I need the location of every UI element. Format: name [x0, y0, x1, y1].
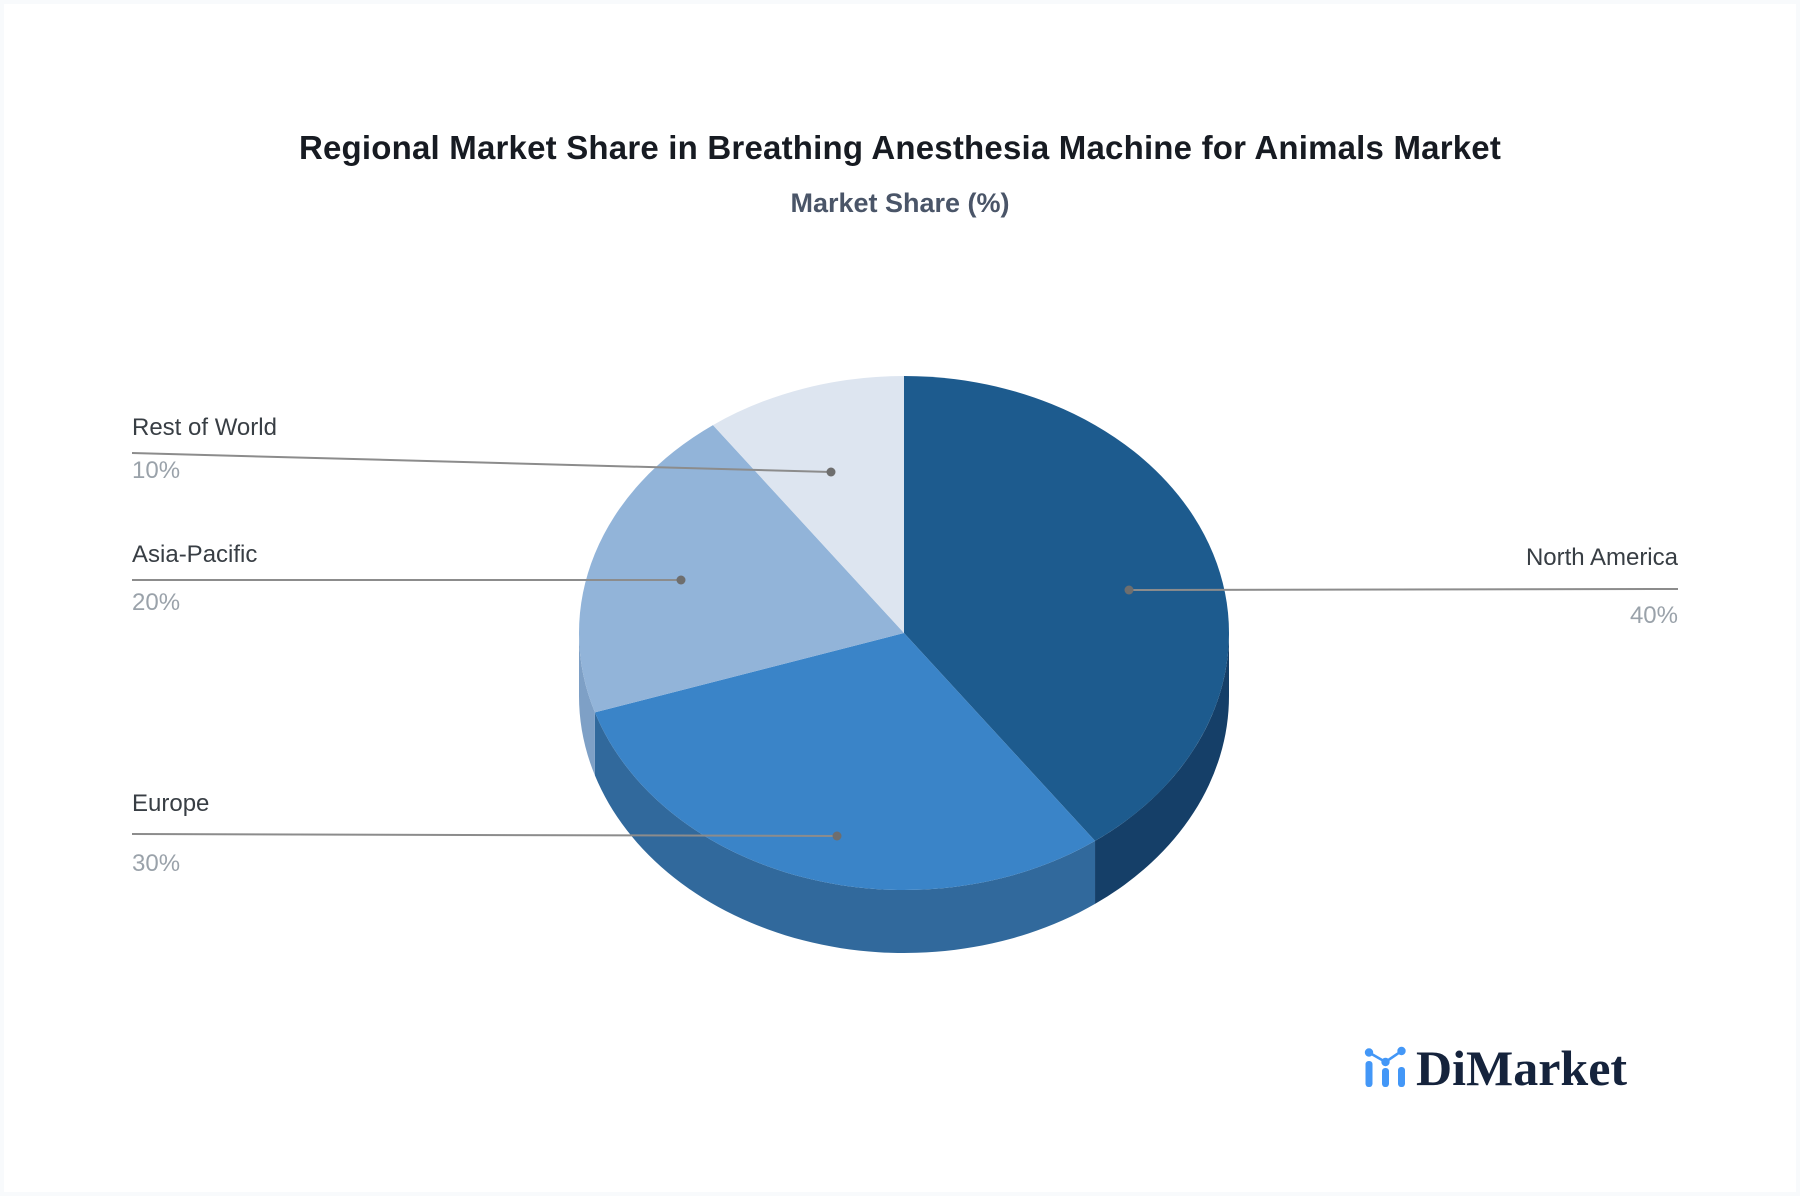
slice-label-north-america: North America: [1525, 544, 1678, 571]
slice-label-europe: Europe: [132, 790, 210, 817]
callout-line-europe: [131, 833, 838, 837]
slice-value-rest-of-world: 10%: [132, 457, 181, 484]
chart-title: Regional Market Share in Breathing Anest…: [298, 129, 1502, 166]
logo-text: DiMarket: [1416, 1040, 1628, 1096]
slice-asia-pacific[interactable]: [579, 425, 904, 713]
callout-line-north-america: [1128, 588, 1679, 591]
callout-lines: [131, 452, 1679, 841]
slice-value-asia-pacific: 20%: [132, 589, 181, 616]
callout-dot-europe: [832, 831, 842, 841]
slice-label-rest-of-world: Rest of World: [132, 414, 277, 441]
pie-slices: [579, 376, 1230, 954]
dimarket-logo: DiMarket: [1362, 1040, 1692, 1106]
callout-line-rest-of-world: [131, 452, 832, 473]
slice-side-north-america[interactable]: [1095, 633, 1229, 904]
slice-label-asia-pacific: Asia-Pacific: [132, 541, 258, 568]
callout-dot-north-america: [1124, 585, 1134, 595]
slice-value-europe: 30%: [132, 850, 181, 877]
slice-value-north-america: 40%: [1629, 602, 1678, 629]
callout-dot-rest-of-world: [826, 467, 836, 477]
slice-side-europe[interactable]: [594, 712, 1096, 954]
slice-side-asia-pacific[interactable]: [579, 633, 595, 776]
slice-rest-of-world[interactable]: [712, 376, 904, 633]
callout-dot-asia-pacific: [676, 575, 686, 585]
slice-north-america[interactable]: [904, 376, 1230, 841]
slice-europe[interactable]: [594, 633, 1096, 891]
bar-chart-trend-icon: [1364, 1046, 1406, 1087]
chart-subtitle: Market Share (%): [790, 188, 1010, 218]
